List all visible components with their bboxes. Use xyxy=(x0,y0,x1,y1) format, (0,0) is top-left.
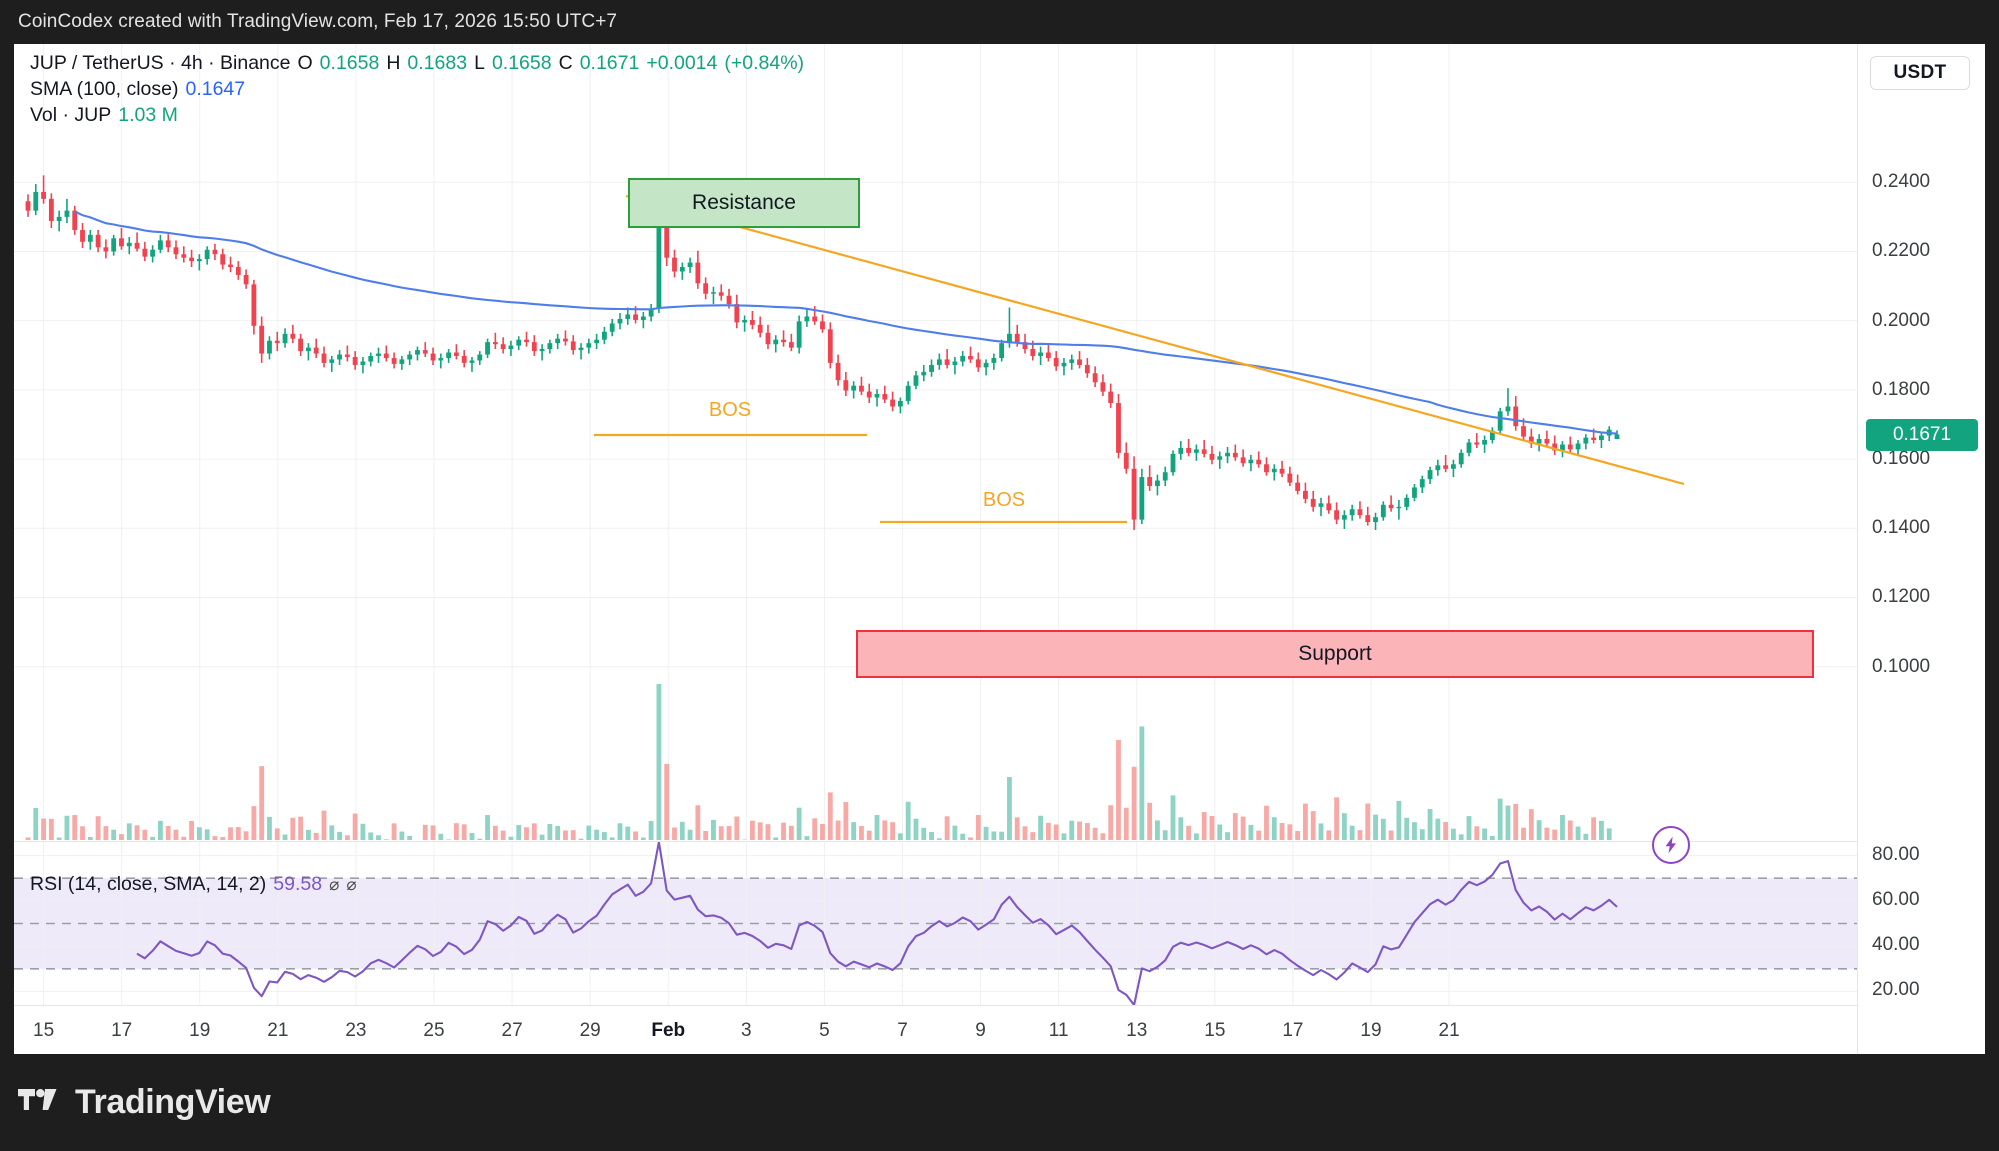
resistance-label: Resistance xyxy=(692,191,796,214)
lightning-bolt-icon[interactable] xyxy=(1652,826,1690,864)
tradingview-logo-icon xyxy=(18,1088,57,1110)
price-plot xyxy=(14,44,1857,840)
time-tick: 7 xyxy=(897,1020,908,1041)
footer-bar: TradingView xyxy=(0,1054,1999,1151)
time-tick: 13 xyxy=(1126,1020,1148,1041)
time-tick: 25 xyxy=(423,1020,445,1041)
resistance-zone-box[interactable]: Resistance xyxy=(628,178,860,228)
time-tick: 15 xyxy=(1204,1020,1226,1041)
time-tick: 21 xyxy=(267,1020,289,1041)
rsi-tick: 80.00 xyxy=(1872,843,1920,865)
time-tick: 9 xyxy=(975,1020,986,1041)
price-tick: 0.2000 xyxy=(1872,309,1931,331)
price-pane[interactable] xyxy=(14,44,1985,840)
rsi-pane[interactable] xyxy=(14,841,1985,1005)
price-tick: 0.1000 xyxy=(1872,655,1931,677)
time-tick: 15 xyxy=(33,1020,55,1041)
price-tick: 0.2200 xyxy=(1872,240,1931,262)
time-tick: Feb xyxy=(651,1020,686,1041)
price-tick: 0.1200 xyxy=(1872,586,1931,608)
support-label: Support xyxy=(1298,642,1372,665)
tradingview-logo: TradingView xyxy=(18,1083,271,1122)
attribution-bar: CoinCodex created with TradingView.com, … xyxy=(0,0,1999,44)
time-tick: 29 xyxy=(579,1020,601,1041)
time-tick: 17 xyxy=(111,1020,133,1041)
rsi-tick: 40.00 xyxy=(1872,934,1920,956)
price-tick: 0.1400 xyxy=(1872,517,1931,539)
time-axis[interactable]: 15 17 19 21 23 25 27 29 Feb 3 5 7 9 11 13 15 17 19 21 xyxy=(14,1005,1985,1054)
time-tick: 3 xyxy=(741,1020,752,1041)
price-tick: 0.1600 xyxy=(1872,448,1931,470)
time-tick: 19 xyxy=(189,1020,211,1041)
lightning-glyph xyxy=(1665,836,1676,854)
rsi-tick: 60.00 xyxy=(1872,888,1920,910)
last-price-badge: 0.1671 xyxy=(1866,418,1978,451)
time-tick: 5 xyxy=(819,1020,830,1041)
time-tick: 21 xyxy=(1438,1020,1460,1041)
support-zone-box[interactable]: Support xyxy=(856,630,1814,678)
currency-badge[interactable]: USDT xyxy=(1870,56,1970,90)
price-tick: 0.2400 xyxy=(1872,171,1931,193)
rsi-plot xyxy=(14,842,1857,1005)
time-tick: 27 xyxy=(501,1020,523,1041)
attribution-text: CoinCodex created with TradingView.com, … xyxy=(18,11,618,32)
chart-canvas[interactable]: Resistance Support BOS BOS JUP / TetherU… xyxy=(14,44,1985,1054)
time-tick: 11 xyxy=(1048,1020,1069,1041)
tradingview-wordmark: TradingView xyxy=(75,1083,271,1121)
time-tick: 23 xyxy=(345,1020,367,1041)
time-tick: 17 xyxy=(1282,1020,1304,1041)
bos-label-1: BOS xyxy=(708,399,752,421)
bos-label-2: BOS xyxy=(982,489,1026,511)
price-tick: 0.1800 xyxy=(1872,378,1931,400)
rsi-tick: 20.00 xyxy=(1872,979,1920,1001)
time-tick: 19 xyxy=(1360,1020,1382,1041)
price-scale[interactable]: USDT 0.2400 0.2200 0.2000 0.1800 0.1600 0.140… xyxy=(1857,44,1985,1054)
